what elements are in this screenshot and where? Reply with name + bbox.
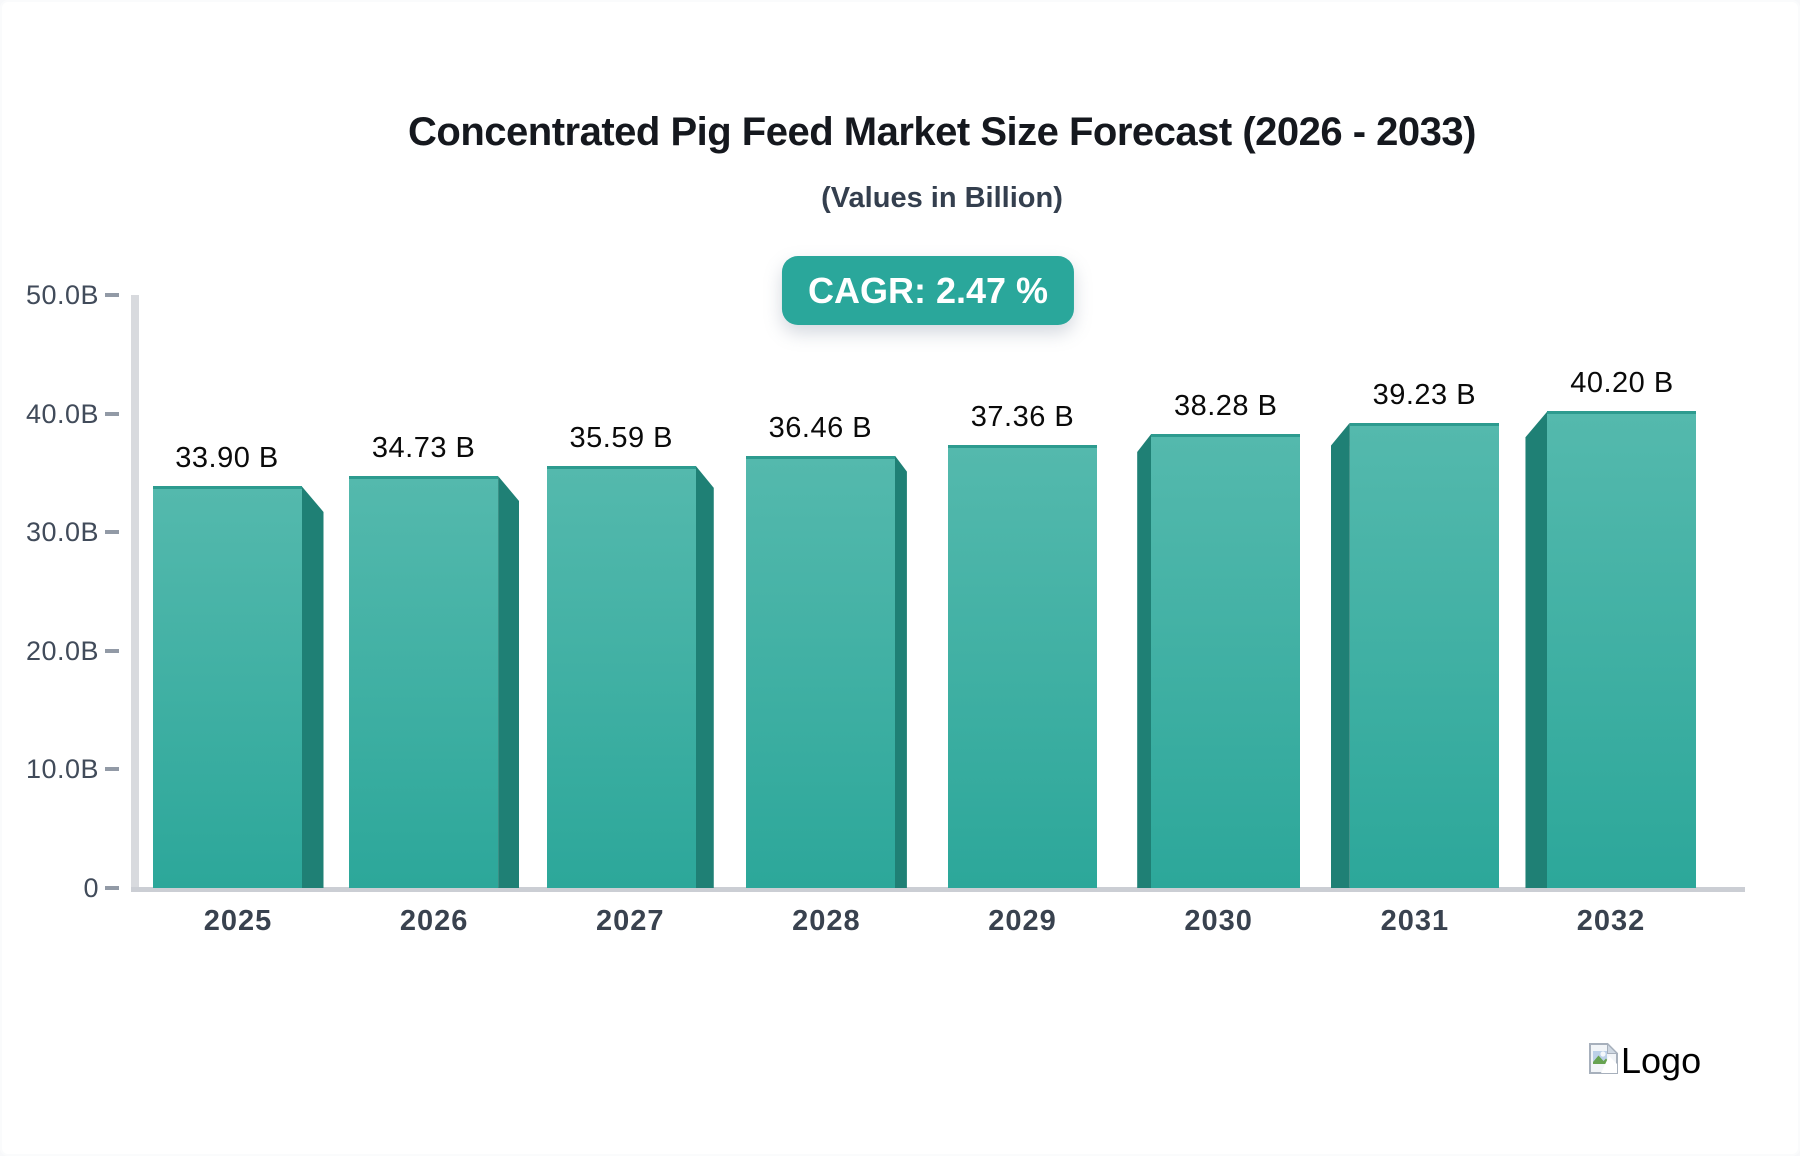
chart-subtitle: (Values in Billion) [821,182,1063,214]
bar-side [1525,411,1548,888]
y-axis-label: 0 [83,873,99,903]
y-axis-label: 30.0B [25,517,99,548]
bar-value-label: 36.46 B [768,411,873,444]
bar-value-label: 39.23 B [1372,378,1477,411]
y-axis-label: 40.0B [25,398,99,429]
y-axis-label: 20.0B [25,635,99,666]
bar-value-label: 35.59 B [569,421,673,454]
y-axis-label: 50.0B [25,280,99,310]
x-axis-label: 2030 [1184,905,1253,937]
bar-side [1330,422,1350,888]
bar-front [1349,422,1499,888]
x-axis-label: 2028 [792,905,861,937]
y-axis-tick [105,767,119,772]
bar-value-label: 34.73 B [371,432,476,465]
y-axis-tick [105,886,119,890]
x-axis-label: 2029 [988,905,1057,937]
x-axis-label: 2027 [596,905,665,937]
bar-front [546,465,696,888]
bar-front [349,476,499,888]
bar-value-label: 40.20 B [1570,367,1674,400]
x-axis-label: 2025 [203,905,273,937]
bar-side [301,485,324,888]
broken-image-icon [1589,1042,1619,1074]
logo-alt-text: Logo [1621,1040,1702,1081]
y-axis-line [131,295,139,892]
y-axis-tick [105,530,119,535]
bar-side [695,465,714,888]
bar-front [1151,433,1301,888]
bar-value-label: 33.90 B [175,441,279,474]
bar-front [152,485,302,888]
y-axis-tick [105,293,119,297]
x-axis-baseline [131,887,1745,892]
y-axis-tick [105,648,119,653]
bar-value-label: 38.28 B [1173,389,1278,422]
bar-front [1547,411,1697,888]
chart-title: Concentrated Pig Feed Market Size Foreca… [408,110,1476,154]
bar-front [948,444,1098,888]
bar-front [745,455,895,888]
bar-side [498,476,520,888]
y-axis-label: 10.0B [25,754,99,785]
cagr-badge: CAGR: 2.47 % [781,256,1075,325]
y-axis-tick [105,411,119,416]
bar-side [894,455,907,888]
x-axis-label: 2032 [1576,905,1646,937]
bar-side [1137,433,1152,888]
bar-value-label: 37.36 B [970,400,1075,433]
logo: Logo [1588,1042,1701,1079]
x-axis-label: 2031 [1380,905,1450,937]
x-axis-label: 2026 [399,905,469,937]
